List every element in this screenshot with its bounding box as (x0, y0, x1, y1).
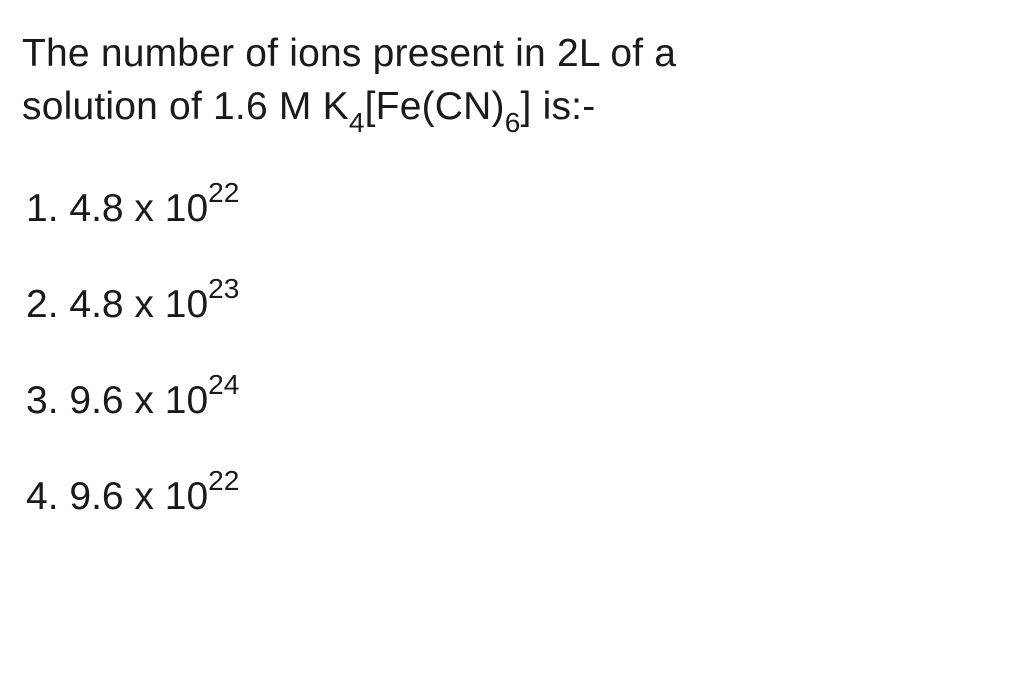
question-line1: The number of ions present in 2L of a (22, 32, 676, 75)
option-exponent: 22 (208, 177, 239, 208)
question-line2-prefix: solution of 1.6 M K (22, 85, 349, 128)
option-2[interactable]: 2. 4.8 x 1023 (26, 277, 1002, 329)
option-exponent: 22 (208, 465, 239, 496)
option-exponent: 24 (208, 369, 239, 400)
option-4[interactable]: 4. 9.6 x 1022 (26, 469, 1002, 521)
option-mantissa: 9.6 x 10 (69, 475, 208, 518)
option-mantissa: 9.6 x 10 (69, 379, 208, 422)
option-number: 1. (26, 187, 59, 230)
question-stem: The number of ions present in 2L of a so… (22, 28, 1002, 137)
question-line2-mid: [Fe(CN) (365, 85, 505, 128)
page-content: The number of ions present in 2L of a so… (0, 0, 1024, 541)
option-3[interactable]: 3. 9.6 x 1024 (26, 373, 1002, 425)
option-exponent: 23 (208, 273, 239, 304)
option-mantissa: 4.8 x 10 (69, 187, 208, 230)
question-line2-suffix: ] is:- (521, 85, 596, 128)
option-number: 2. (26, 283, 59, 326)
option-mantissa: 4.8 x 10 (69, 283, 208, 326)
options-list: 1. 4.8 x 1022 2. 4.8 x 1023 3. 9.6 x 102… (22, 181, 1002, 520)
question-sub2: 6 (505, 107, 521, 138)
question-sub1: 4 (349, 107, 365, 138)
option-number: 3. (26, 379, 59, 422)
option-1[interactable]: 1. 4.8 x 1022 (26, 181, 1002, 233)
option-number: 4. (26, 475, 59, 518)
